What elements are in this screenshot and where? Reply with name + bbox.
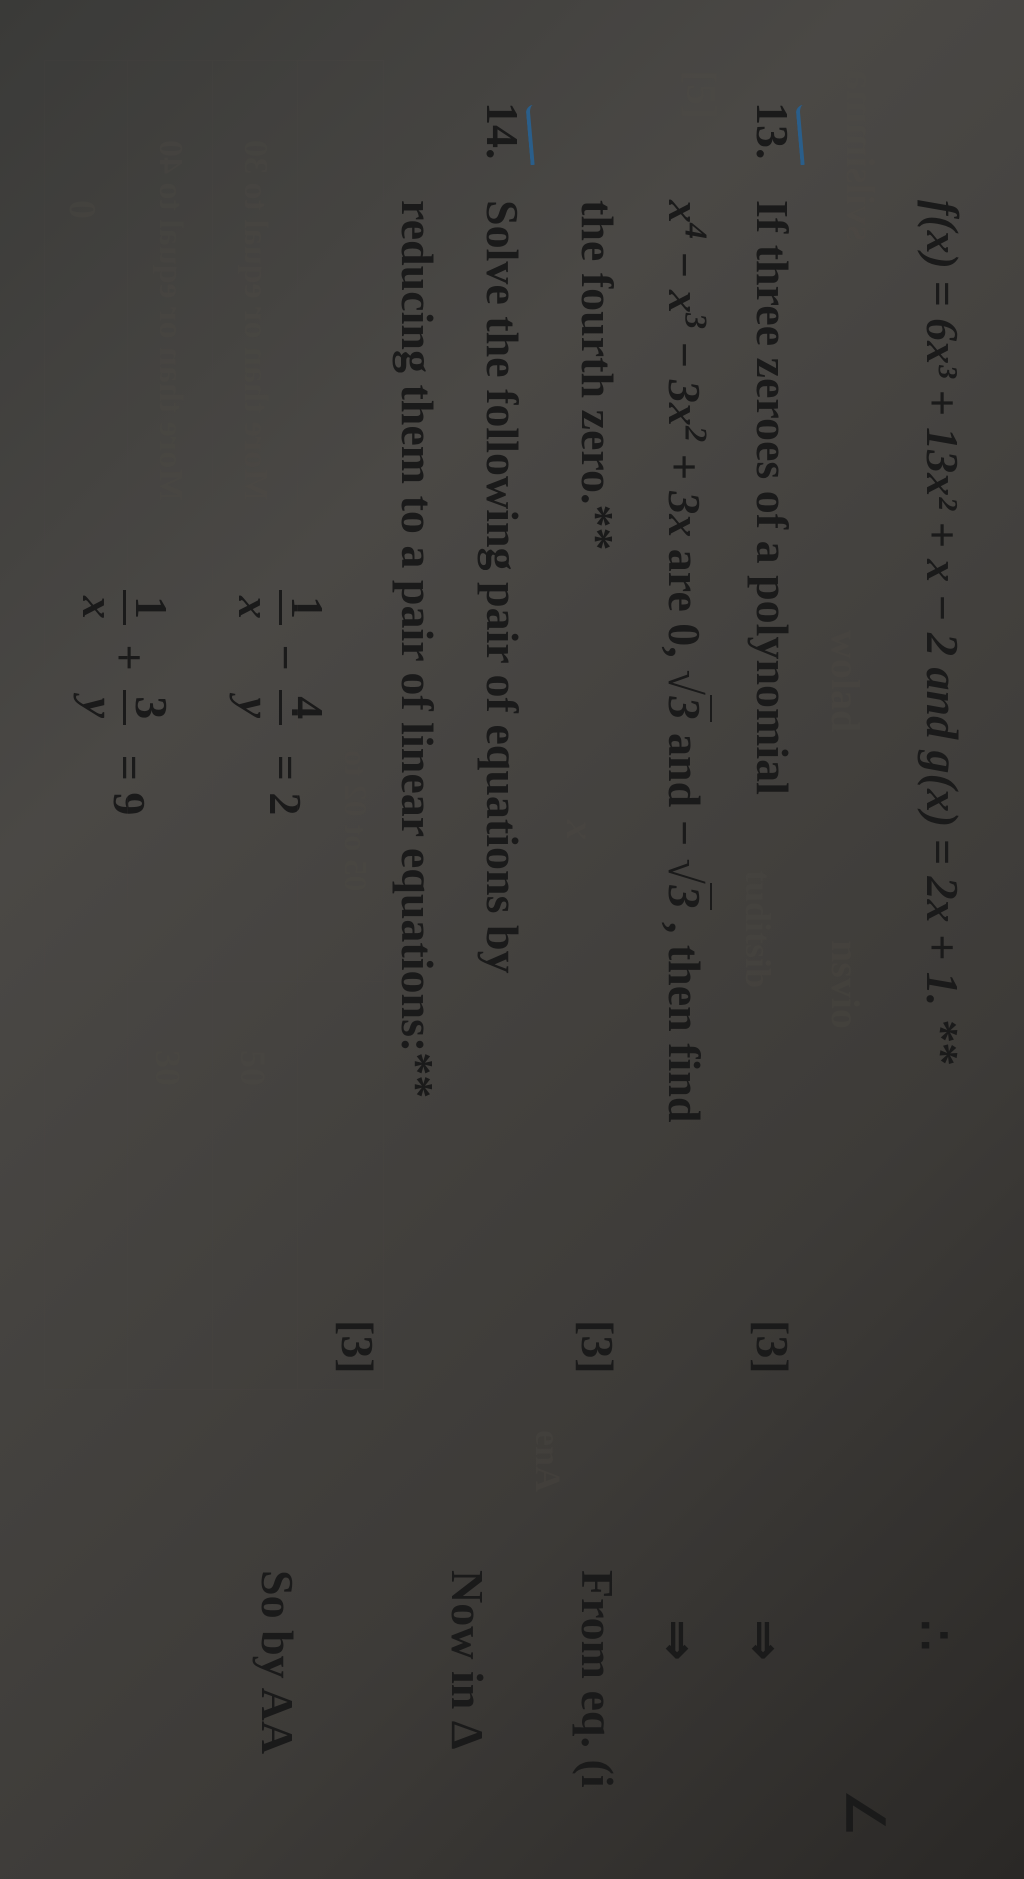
q14-line2: reducing them to a pair of linear equati… xyxy=(391,200,444,1098)
side-angle: ∠ xyxy=(834,1790,894,1837)
q14-number: 14. xyxy=(476,102,529,160)
side-implies-1: ⇒ xyxy=(736,1620,792,1660)
ghost-ena: enA xyxy=(527,1430,569,1492)
q13-number: 13. xyxy=(746,102,799,160)
q14-line1: Solve the following pair of equations by xyxy=(476,200,529,974)
side-implies-2: ⇒ xyxy=(650,1620,706,1660)
q13-marks: [3] xyxy=(746,1320,799,1374)
ghost-tuditsib: tuditsib xyxy=(737,870,779,988)
side-sobyaa: So by AA xyxy=(251,1570,304,1754)
ghost-x: x xyxy=(557,820,604,840)
ghost-text-wolad: wolad xyxy=(822,630,869,732)
ghost-text-1: svilsimma xyxy=(837,70,884,241)
q13-marks2: [3] xyxy=(571,1320,624,1374)
q13-line3: the fourth zero.** xyxy=(571,200,624,550)
text: f(x) = 6x³ + 13x² + x − 2 and g(x) = 2x … xyxy=(917,200,968,1064)
ghost-bracket-5: [5] xyxy=(676,70,724,119)
fragment-fx-gx: f(x) = 6x³ + 13x² + x − 2 and g(x) = 2x … xyxy=(916,200,969,1064)
eq-text: x4 − x3 − 3x2 + 3x are 0, 3 and − 3 , th… xyxy=(659,200,710,1122)
side-fromeq: From eq. (i xyxy=(571,1570,624,1788)
ghost-text-nsvio: nsvio xyxy=(822,940,869,1029)
q13-equation: x4 − x3 − 3x2 + 3x are 0, 3 and − 3 , th… xyxy=(658,200,714,1122)
side-therefore: ∴ xyxy=(906,1620,962,1651)
q13-line1: If three zeroes of a polynomial xyxy=(746,200,799,795)
side-nowin: Now in Δ xyxy=(441,1570,494,1750)
ghost-table-grid xyxy=(44,60,384,1390)
